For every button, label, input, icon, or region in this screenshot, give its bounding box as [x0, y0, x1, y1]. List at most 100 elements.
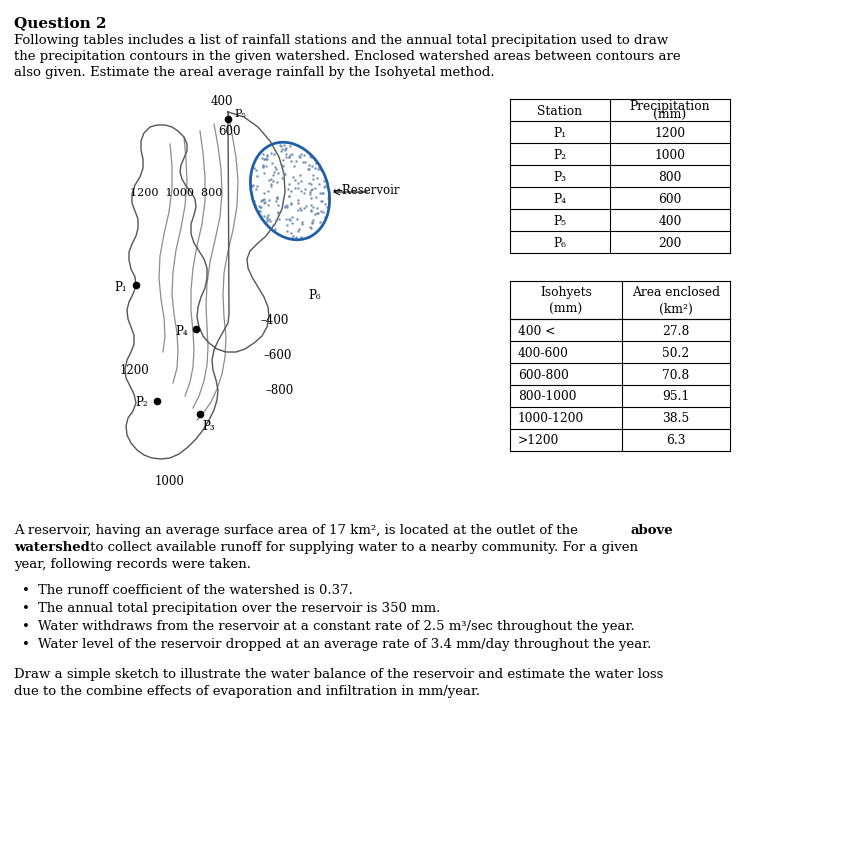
- Point: [306, 201, 319, 215]
- Point: [291, 225, 305, 239]
- Text: (mm): (mm): [549, 302, 582, 315]
- Point: [261, 185, 274, 199]
- Point: [297, 149, 311, 163]
- Text: The runoff coefficient of the watershed is 0.37.: The runoff coefficient of the watershed …: [38, 584, 353, 596]
- Point: [276, 160, 289, 174]
- Point: [245, 181, 258, 194]
- Point: [298, 156, 311, 170]
- Point: [301, 231, 315, 245]
- Text: P₆: P₆: [553, 236, 565, 249]
- Point: [290, 176, 304, 190]
- Point: [304, 177, 317, 191]
- Point: [312, 178, 326, 192]
- Point: [275, 172, 289, 186]
- Text: 600-800: 600-800: [517, 368, 568, 381]
- Point: [301, 163, 315, 176]
- Point: [258, 153, 272, 166]
- Point: [253, 201, 267, 215]
- Point: [271, 199, 284, 213]
- Text: P₃: P₃: [553, 170, 565, 183]
- Point: [268, 222, 281, 236]
- Point: [265, 157, 279, 170]
- Text: 27.8: 27.8: [662, 324, 689, 337]
- Point: [316, 187, 329, 201]
- Point: [311, 207, 325, 221]
- Point: [289, 155, 302, 169]
- Point: [289, 231, 303, 245]
- Point: [250, 180, 263, 193]
- Point: [311, 163, 324, 176]
- Point: [274, 143, 288, 157]
- Text: 200: 200: [657, 236, 681, 249]
- Point: [306, 169, 320, 182]
- Point: [272, 213, 285, 227]
- Point: [279, 148, 292, 162]
- Text: 38.5: 38.5: [662, 412, 689, 425]
- Point: [291, 182, 305, 196]
- Point: [287, 160, 300, 174]
- Text: P₅: P₅: [553, 214, 565, 227]
- Point: [305, 222, 318, 236]
- Point: [271, 206, 284, 220]
- Text: P₁: P₁: [114, 280, 127, 293]
- Point: [289, 213, 303, 227]
- Text: Station: Station: [537, 105, 582, 118]
- Point: [316, 206, 329, 220]
- Point: [256, 148, 269, 162]
- Point: [279, 142, 292, 156]
- Point: [257, 160, 270, 174]
- Point: [318, 198, 332, 211]
- Point: [293, 170, 306, 183]
- Point: [257, 162, 270, 176]
- Point: [298, 183, 311, 197]
- Point: [263, 178, 277, 192]
- Point: [284, 185, 297, 199]
- Point: [257, 153, 270, 167]
- Text: Water level of the reservoir dropped at an average rate of 3.4 mm/day throughout: Water level of the reservoir dropped at …: [38, 637, 651, 650]
- Point: [294, 185, 307, 199]
- Point: [313, 163, 327, 176]
- Point: [270, 193, 284, 206]
- Point: [305, 217, 318, 231]
- Point: [266, 170, 279, 183]
- Text: 95.1: 95.1: [662, 390, 689, 403]
- Point: [249, 183, 262, 197]
- Text: A reservoir, having an average surface area of 17 km², is located at the outlet : A reservoir, having an average surface a…: [14, 523, 582, 537]
- Text: 1000: 1000: [155, 475, 185, 487]
- Point: [267, 219, 280, 233]
- Point: [261, 209, 274, 222]
- Point: [285, 232, 299, 245]
- Text: (mm): (mm): [652, 109, 686, 122]
- Text: P₃: P₃: [202, 419, 214, 433]
- Point: [280, 201, 294, 215]
- Point: [247, 195, 261, 209]
- Text: P₆: P₆: [307, 288, 320, 301]
- Point: [305, 183, 318, 197]
- Text: P₅: P₅: [234, 109, 246, 119]
- Point: [310, 202, 323, 216]
- Text: 70.8: 70.8: [662, 368, 689, 381]
- Text: 400-600: 400-600: [517, 346, 568, 359]
- Point: [253, 205, 267, 219]
- Point: [273, 140, 286, 153]
- Point: [268, 164, 282, 177]
- Point: [304, 205, 317, 219]
- Text: Area enclosed: Area enclosed: [631, 285, 719, 299]
- Point: [268, 161, 281, 175]
- Point: [282, 190, 295, 204]
- Point: [307, 208, 321, 222]
- Text: above: above: [630, 523, 673, 537]
- Point: [294, 204, 307, 217]
- Point: [252, 205, 266, 219]
- Point: [262, 175, 276, 188]
- Point: [293, 202, 306, 216]
- Point: [288, 175, 301, 188]
- Point: [250, 170, 263, 184]
- Point: [288, 182, 301, 196]
- Text: 400: 400: [210, 95, 233, 108]
- Point: [260, 213, 273, 227]
- Point: [262, 213, 276, 227]
- Point: [308, 162, 322, 176]
- Text: 1200: 1200: [653, 126, 684, 140]
- Point: [284, 198, 297, 211]
